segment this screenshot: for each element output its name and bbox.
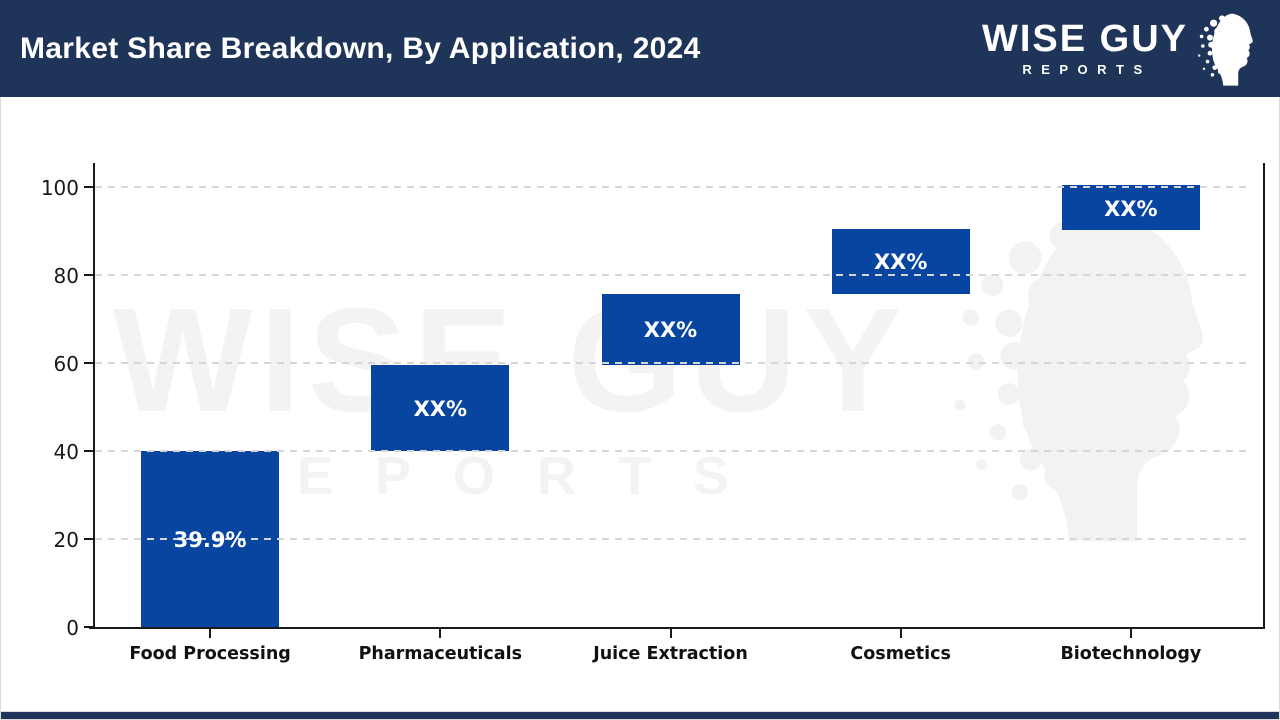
x-axis-label-food-processing: Food Processing — [129, 644, 291, 664]
brand-logo: WISE GUY REPORTS — [982, 10, 1258, 88]
x-axis-label-cosmetics: Cosmetics — [850, 644, 951, 664]
y-tick-label-40: 40 — [53, 440, 79, 464]
y-tick-80 — [84, 274, 93, 276]
y-tick-label-100: 100 — [40, 176, 79, 200]
bar-value-label-biotechnology: XX% — [1104, 196, 1158, 221]
x-tick-cosmetics — [899, 629, 902, 638]
gridline-20 — [95, 538, 1246, 540]
bar-juice-extraction — [601, 293, 740, 365]
gridline-60 — [95, 362, 1246, 364]
x-tick-food-processing — [209, 629, 212, 638]
right-axis-line — [1263, 163, 1265, 629]
y-tick-60 — [84, 362, 93, 364]
brand-head-icon — [1198, 13, 1253, 86]
y-tick-label-0: 0 — [66, 616, 79, 640]
footer-divider — [1, 711, 1279, 712]
bar-pharmaceuticals — [371, 364, 510, 452]
gridline-100 — [95, 186, 1246, 188]
plot-area: 0 20 40 60 80 100 39.9% Food Processing XX% Pharm… — [41, 163, 1265, 664]
watermark-subtext: REPORTS — [216, 446, 772, 506]
x-axis-label-pharmaceuticals: Pharmaceuticals — [358, 644, 523, 664]
footer-bar — [1, 712, 1279, 719]
y-tick-20 — [84, 538, 93, 540]
x-tick-biotechnology — [1129, 629, 1132, 638]
bar-cosmetics — [831, 228, 970, 294]
y-tick-0 — [84, 626, 93, 628]
y-tick-40 — [84, 450, 93, 452]
y-tick-100 — [84, 186, 93, 188]
bar-value-label-pharmaceuticals: XX% — [413, 397, 468, 422]
x-axis-line — [89, 627, 1265, 629]
page-title: Market Share Breakdown, By Application, … — [20, 31, 701, 65]
brand-subname: REPORTS — [1022, 62, 1152, 77]
y-axis-line — [93, 163, 95, 629]
y-tick-label-80: 80 — [53, 264, 79, 288]
x-tick-juice-extraction — [669, 629, 672, 638]
gridline-80 — [95, 274, 1246, 276]
chart-canvas: WISE GUY REPORTS 0 20 40 60 80 100 39.9% Food P… — [0, 97, 1280, 720]
x-tick-pharmaceuticals — [439, 629, 442, 638]
bar-value-label-food-processing: 39.9% — [173, 528, 247, 553]
x-axis-label-biotechnology: Biotechnology — [1060, 644, 1202, 664]
bar-biotechnology — [1061, 185, 1200, 231]
y-tick-label-20: 20 — [53, 528, 79, 552]
y-tick-label-60: 60 — [53, 352, 79, 376]
x-axis-label-juice-extraction: Juice Extraction — [593, 644, 748, 664]
bar-value-label-cosmetics: XX% — [873, 250, 928, 275]
header-bar: Market Share Breakdown, By Application, … — [0, 0, 1280, 97]
brand-name: WISE GUY — [981, 18, 1188, 60]
gridline-40 — [95, 450, 1246, 452]
bar-value-label-juice-extraction: XX% — [643, 318, 698, 343]
brand-logo-text: WISE GUY REPORTS — [982, 20, 1188, 77]
